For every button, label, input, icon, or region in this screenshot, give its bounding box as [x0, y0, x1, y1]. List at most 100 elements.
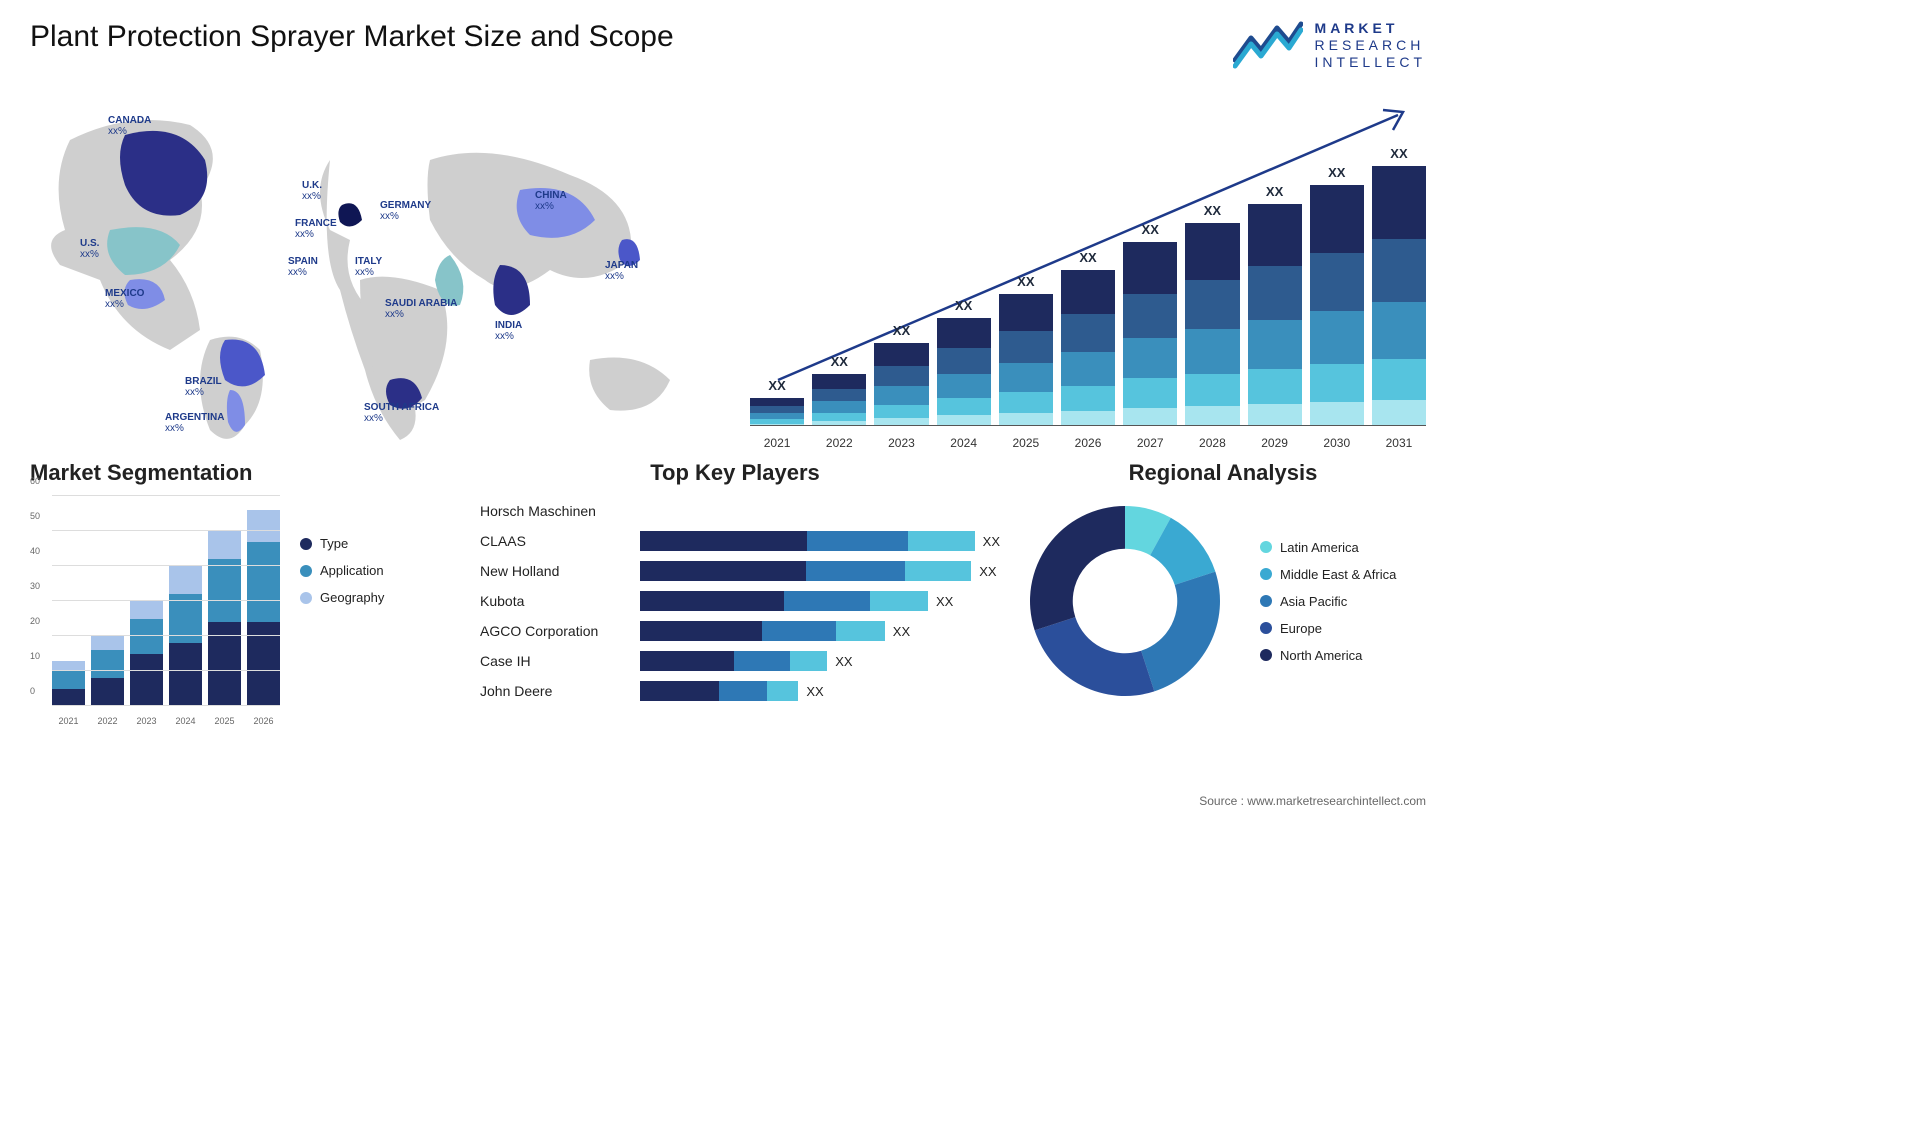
bar-value-label: XX	[1123, 222, 1177, 237]
key-player-name: John Deere	[480, 683, 630, 699]
logo-line1: MARKET	[1315, 20, 1426, 37]
brand-logo: MARKET RESEARCH INTELLECT	[1233, 20, 1426, 70]
map-label: MEXICOxx%	[105, 288, 144, 310]
legend-item: Latin America	[1260, 540, 1396, 555]
segmentation-xaxis-label: 2022	[91, 716, 124, 726]
donut-slice	[1035, 618, 1155, 697]
key-player-row: Case IH XX	[480, 646, 1000, 676]
bar-value-label: XX	[1248, 184, 1302, 199]
key-players-panel: Top Key Players Horsch MaschinenCLAASXXN…	[470, 460, 1000, 726]
growth-bar: XX	[1310, 185, 1364, 426]
map-label: SOUTH AFRICAxx%	[364, 402, 439, 424]
legend-item: Middle East & Africa	[1260, 567, 1396, 582]
bar-value-label: XX	[812, 354, 866, 369]
growth-xaxis-label: 2030	[1310, 436, 1364, 450]
bar-value-label: XX	[1061, 250, 1115, 265]
growth-xaxis-label: 2022	[812, 436, 866, 450]
legend-item: Geography	[300, 590, 384, 605]
key-player-name: CLAAS	[480, 533, 630, 549]
bar-value-label: XX	[874, 323, 928, 338]
logo-line3: INTELLECT	[1315, 54, 1426, 71]
map-label: ITALYxx%	[355, 256, 382, 278]
key-player-row: CLAAS XX	[480, 526, 1000, 556]
map-label: BRAZILxx%	[185, 376, 222, 398]
map-label: GERMANYxx%	[380, 200, 431, 222]
segmentation-xaxis-label: 2026	[247, 716, 280, 726]
key-player-value: XX	[835, 654, 852, 669]
key-player-value: XX	[979, 564, 996, 579]
bar-value-label: XX	[937, 298, 991, 313]
segmentation-bar	[52, 661, 85, 707]
growth-xaxis-label: 2029	[1248, 436, 1302, 450]
map-label: U.S.xx%	[80, 238, 99, 260]
key-player-value: XX	[893, 624, 910, 639]
growth-xaxis-label: 2031	[1372, 436, 1426, 450]
regional-legend: Latin America Middle East & Africa Asia Pa…	[1260, 540, 1396, 663]
segmentation-xaxis-label: 2024	[169, 716, 202, 726]
growth-bar: XX	[1248, 204, 1302, 426]
donut-slice	[1141, 572, 1220, 692]
segmentation-bar	[247, 510, 280, 706]
map-label: U.K.xx%	[302, 180, 322, 202]
legend-item: Asia Pacific	[1260, 594, 1396, 609]
growth-bar: XX	[999, 294, 1053, 426]
map-label: CHINAxx%	[535, 190, 567, 212]
key-player-row: Horsch Maschinen	[480, 496, 1000, 526]
growth-xaxis-label: 2028	[1185, 436, 1239, 450]
page-title: Plant Protection Sprayer Market Size and…	[30, 20, 674, 54]
map-label: CANADAxx%	[108, 115, 151, 137]
key-player-name: AGCO Corporation	[480, 623, 630, 639]
key-player-value: XX	[983, 534, 1000, 549]
key-player-value: XX	[936, 594, 953, 609]
segmentation-bar	[169, 566, 202, 706]
growth-bar: XX	[937, 318, 991, 427]
segmentation-bar	[130, 601, 163, 706]
growth-xaxis-label: 2025	[999, 436, 1053, 450]
map-label: INDIAxx%	[495, 320, 522, 342]
bar-value-label: XX	[1310, 165, 1364, 180]
source-attribution: Source : www.marketresearchintellect.com	[1199, 794, 1426, 808]
logo-line2: RESEARCH	[1315, 37, 1426, 54]
legend-item: Application	[300, 563, 384, 578]
key-player-row: New Holland XX	[480, 556, 1000, 586]
bar-value-label: XX	[999, 274, 1053, 289]
key-player-row: Kubota XX	[480, 586, 1000, 616]
growth-bar: XX	[1372, 166, 1426, 426]
key-player-name: Case IH	[480, 653, 630, 669]
map-label: SPAINxx%	[288, 256, 318, 278]
map-label: FRANCExx%	[295, 218, 337, 240]
legend-item: Type	[300, 536, 384, 551]
world-map-panel: CANADAxx%U.S.xx%MEXICOxx%BRAZILxx%ARGENT…	[30, 80, 730, 460]
map-label: JAPANxx%	[605, 260, 638, 282]
key-player-name: New Holland	[480, 563, 630, 579]
growth-bar: XX	[1123, 242, 1177, 426]
growth-bar: XX	[812, 374, 866, 426]
growth-bar: XX	[1061, 270, 1115, 426]
segmentation-xaxis-label: 2025	[208, 716, 241, 726]
segmentation-xaxis-label: 2023	[130, 716, 163, 726]
bar-value-label: XX	[1372, 146, 1426, 161]
logo-mark-icon	[1233, 20, 1303, 70]
key-player-value: XX	[806, 684, 823, 699]
regional-panel: Regional Analysis Latin AmericaMiddle Ea…	[1020, 460, 1426, 726]
legend-item: Europe	[1260, 621, 1396, 636]
segmentation-panel: Market Segmentation 0102030405060 202120…	[30, 460, 450, 726]
growth-xaxis-label: 2026	[1061, 436, 1115, 450]
donut-slice	[1030, 506, 1125, 630]
key-player-row: AGCO Corporation XX	[480, 616, 1000, 646]
segmentation-bar	[208, 531, 241, 706]
growth-xaxis-label: 2024	[937, 436, 991, 450]
map-label: SAUDI ARABIAxx%	[385, 298, 457, 320]
regional-donut-chart	[1020, 496, 1230, 706]
segmentation-legend: Type Application Geography	[300, 496, 384, 726]
growth-bar: XX	[874, 343, 928, 426]
growth-bar: XX	[1185, 223, 1239, 426]
bar-value-label: XX	[750, 378, 804, 393]
growth-xaxis-label: 2021	[750, 436, 804, 450]
key-player-name: Kubota	[480, 593, 630, 609]
bar-value-label: XX	[1185, 203, 1239, 218]
growth-chart-panel: XXXXXXXXXXXXXXXXXXXXXX 20212022202320242…	[750, 80, 1426, 460]
key-player-row: John Deere XX	[480, 676, 1000, 706]
growth-bar: XX	[750, 398, 804, 426]
segmentation-xaxis-label: 2021	[52, 716, 85, 726]
